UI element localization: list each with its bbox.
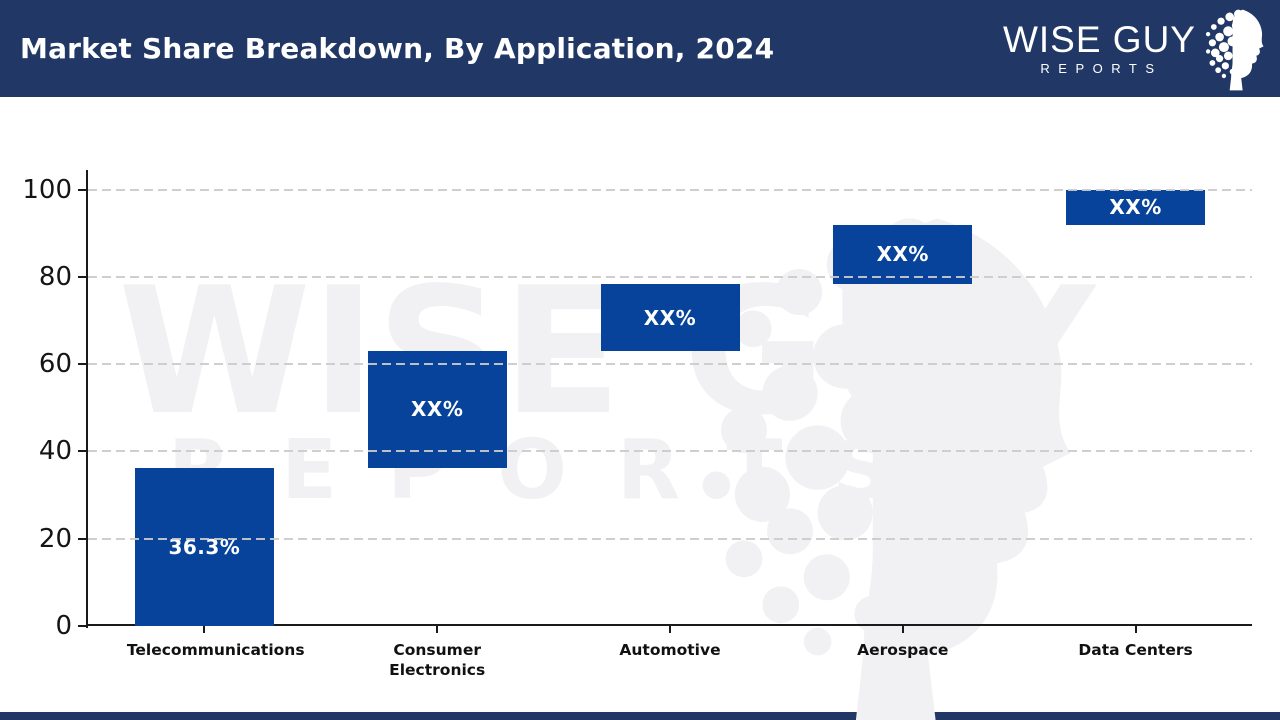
brand-face-icon [1205,9,1264,90]
y-axis-tick [78,450,86,453]
y-axis-tick [78,363,86,366]
y-tick-label: 100 [22,174,72,205]
bar-data-centers: XX% [1066,189,1206,225]
x-axis-tick [1134,626,1137,633]
category-label-aerospace: Aerospace [857,641,949,659]
bar-consumer-electronics: XX% [367,351,507,468]
x-axis-tick [436,626,439,633]
header-bar: Market Share Breakdown, By Application, … [0,0,1280,97]
x-axis-tick [203,626,206,633]
y-axis-tick [78,188,86,191]
bar-telecommunications: 36.3% [134,467,274,626]
plot-area: 0 20 40 60 80 100 36.3% Telecommunications XX% Co… [22,170,1252,679]
category-label-consumer-electronics: Consumer Electronics [389,641,486,680]
bar-value-label: XX% [1109,195,1162,220]
page-title: Market Share Breakdown, By Application, … [20,32,775,65]
bar-aerospace: XX% [833,224,973,285]
category-slot: Consumer Electronics [321,640,554,681]
brand-wordmark-sub: REPORTS [1040,61,1163,76]
x-axis-tick [669,626,671,633]
brand-logo-text: WISE GUY REPORTS [1003,21,1196,76]
gridline [88,450,1252,453]
bar-value-label: XX% [643,305,697,330]
y-axis-tick [78,275,86,278]
y-axis-line [86,170,88,628]
gridline [88,537,1252,540]
x-axis-tick [901,626,904,633]
y-tick-label: 80 [38,261,72,292]
brand-wordmark: WISE GUY [1002,19,1196,60]
category-slot: Telecommunications [88,640,321,660]
gridline [88,363,1252,366]
category-slot: Data Centers [1019,640,1252,660]
bottom-accent-bar [0,712,1280,720]
category-slot: Aerospace [786,640,1019,660]
gridline [88,275,1252,278]
gridline [88,188,1252,191]
x-axis-line [86,624,1252,626]
bar-value-label: XX% [876,242,929,267]
y-tick-label: 0 [55,611,72,641]
category-label-data-centers: Data Centers [1078,641,1193,659]
y-axis-tick [78,537,86,540]
y-tick-label: 40 [38,436,72,467]
y-tick-label: 60 [38,349,72,380]
y-tick-label: 20 [38,523,72,554]
brand-logo: WISE GUY REPORTS [1003,0,1270,97]
category-slot: Automotive [554,640,787,660]
category-label-automotive: Automotive [619,641,721,659]
bar-automotive: XX% [600,284,740,352]
y-axis-tick [78,625,86,627]
bar-value-label: XX% [410,397,464,422]
category-label-telecommunications: Telecommunications [126,641,305,659]
